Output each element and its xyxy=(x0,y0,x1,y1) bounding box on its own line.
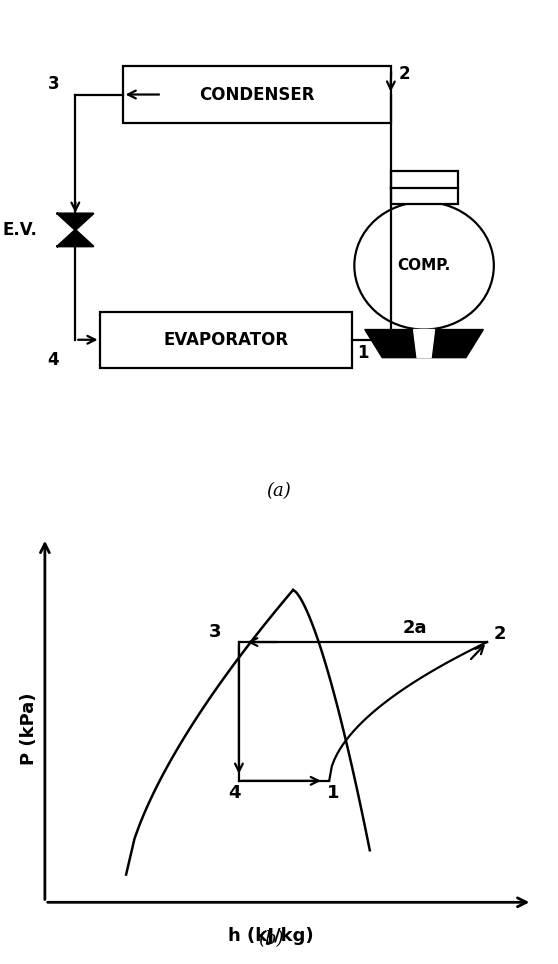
Circle shape xyxy=(354,201,494,330)
Text: E.V.: E.V. xyxy=(3,221,38,239)
Text: 4: 4 xyxy=(47,351,59,369)
Text: 2: 2 xyxy=(494,625,506,643)
Text: P (kPa): P (kPa) xyxy=(20,692,38,765)
Text: CONDENSER: CONDENSER xyxy=(199,86,314,103)
Text: 2a: 2a xyxy=(403,619,427,637)
Polygon shape xyxy=(57,214,93,229)
Text: (a): (a) xyxy=(267,482,291,499)
Polygon shape xyxy=(413,330,435,358)
Text: COMP.: COMP. xyxy=(397,258,451,273)
Text: 1: 1 xyxy=(328,784,340,802)
Bar xyxy=(123,67,391,122)
Text: (b): (b) xyxy=(258,930,283,948)
Text: EVAPORATOR: EVAPORATOR xyxy=(163,331,288,349)
Polygon shape xyxy=(365,330,483,358)
Text: 2: 2 xyxy=(399,66,411,83)
Text: 1: 1 xyxy=(357,343,369,362)
Text: h (kJ/kg): h (kJ/kg) xyxy=(228,926,314,945)
Bar xyxy=(100,311,352,368)
Text: 3: 3 xyxy=(47,75,59,94)
Text: 4: 4 xyxy=(228,784,240,802)
Bar xyxy=(391,172,458,204)
Text: 3: 3 xyxy=(208,623,221,641)
Polygon shape xyxy=(57,229,93,246)
